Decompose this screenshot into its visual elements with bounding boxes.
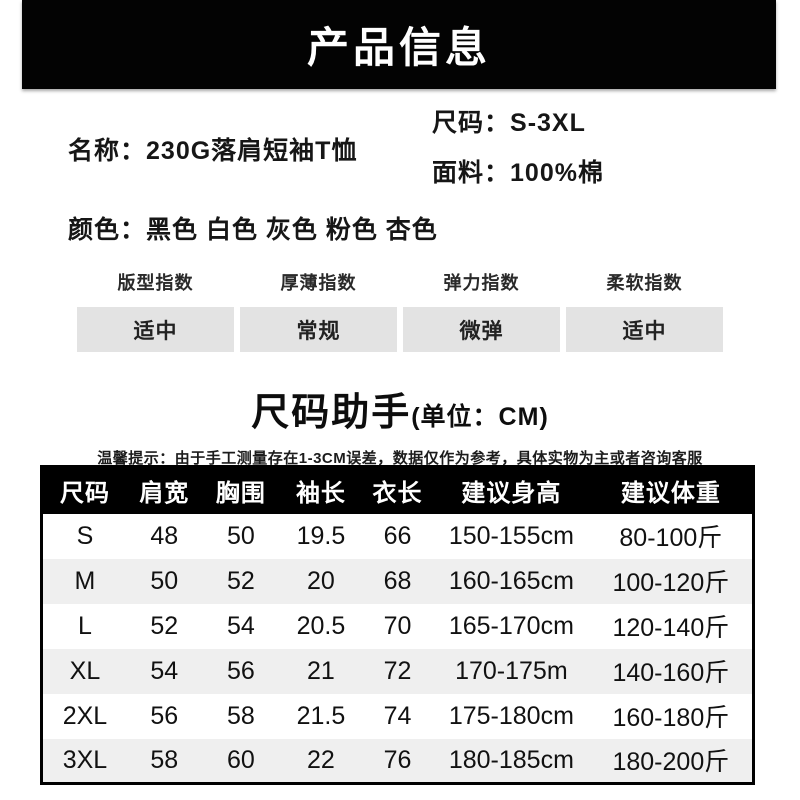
cell-length: 72 bbox=[383, 656, 412, 685]
cell-weight: 180-200斤 bbox=[612, 748, 730, 777]
cell-size: XL bbox=[69, 656, 101, 685]
cell-shoulder: 50 bbox=[150, 566, 179, 595]
product-fabric-line: 面料：100%棉 bbox=[432, 153, 604, 189]
column-header-shoulder: 肩宽 bbox=[126, 466, 202, 514]
cell-weight: 160-180斤 bbox=[612, 704, 730, 732]
product-name-label: 名称： bbox=[68, 137, 147, 165]
index-value: 适中 bbox=[566, 307, 723, 352]
page-title: 产品信息 bbox=[306, 24, 491, 71]
size-helper-unit: (单位：CM) bbox=[411, 403, 549, 431]
cell-sleeve: 20.5 bbox=[296, 611, 346, 640]
cell-chest: 56 bbox=[226, 656, 255, 685]
table-row-m: M 50 52 20 68 160-165cm 100-120斤 bbox=[41, 558, 754, 604]
cell-size: 3XL bbox=[62, 745, 108, 774]
cell-height: 165-170cm bbox=[448, 611, 574, 640]
cell-sleeve: 21.5 bbox=[296, 701, 346, 730]
header-bar: 产品信息 bbox=[22, 0, 776, 89]
product-fabric-label: 面料： bbox=[432, 159, 511, 187]
table-row-s: S 48 50 19.5 66 150-155cm 80-100斤 bbox=[41, 513, 754, 559]
index-item-fit: 版型指数 适中 bbox=[77, 269, 234, 352]
cell-chest: 52 bbox=[226, 566, 255, 595]
index-item-softness: 柔软指数 适中 bbox=[566, 269, 723, 352]
cell-weight: 100-120斤 bbox=[612, 569, 730, 597]
cell-sleeve: 21 bbox=[307, 656, 335, 685]
cell-length: 70 bbox=[383, 611, 412, 640]
index-value: 适中 bbox=[77, 307, 234, 352]
index-label: 弹力指数 bbox=[443, 273, 520, 293]
size-helper-title: 尺码助手 bbox=[251, 392, 412, 434]
cell-height: 170-175m bbox=[455, 656, 568, 685]
cell-weight: 80-100斤 bbox=[619, 524, 723, 552]
table-row-xl: XL 54 56 21 72 170-175m 140-160斤 bbox=[41, 648, 754, 694]
column-header-height: 建议身高 bbox=[433, 466, 590, 514]
product-name-line: 名称：230G落肩短袖T恤 bbox=[68, 131, 357, 167]
cell-length: 76 bbox=[383, 745, 412, 774]
cell-shoulder: 58 bbox=[150, 745, 179, 774]
cell-length: 68 bbox=[383, 566, 412, 595]
cell-chest: 50 bbox=[226, 521, 255, 550]
cell-height: 180-185cm bbox=[448, 745, 574, 774]
index-section: 版型指数 适中 厚薄指数 常规 弹力指数 微弹 柔软指数 适中 bbox=[77, 269, 723, 352]
cell-size: L bbox=[78, 611, 92, 640]
size-helper-tip: 温馨提示：由于手工测量存在1-3CM误差，数据仅作为参考，具体实物为主或者咨询客… bbox=[97, 450, 703, 467]
index-item-stretch: 弹力指数 微弹 bbox=[403, 269, 560, 352]
column-header-chest: 胸围 bbox=[201, 466, 280, 514]
cell-shoulder: 52 bbox=[150, 611, 179, 640]
index-value: 微弹 bbox=[403, 307, 560, 352]
table-row-l: L 52 54 20.5 70 165-170cm 120-140斤 bbox=[41, 603, 754, 649]
column-header-size: 尺码 bbox=[41, 466, 127, 514]
cell-weight: 140-160斤 bbox=[612, 659, 730, 687]
cell-sleeve: 19.5 bbox=[296, 521, 346, 550]
cell-shoulder: 54 bbox=[150, 656, 179, 685]
cell-sleeve: 20 bbox=[307, 566, 335, 595]
index-value: 常规 bbox=[240, 307, 397, 352]
size-helper-heading: 尺码助手(单位：CM) bbox=[0, 381, 800, 436]
cell-height: 175-180cm bbox=[448, 701, 574, 730]
column-header-sleeve: 袖长 bbox=[280, 466, 362, 514]
table-header-row: 尺码 肩宽 胸围 袖长 衣长 建议身高 建议体重 bbox=[41, 466, 754, 514]
product-color-value: 黑色 白色 灰色 粉色 杏色 bbox=[146, 216, 438, 244]
cell-chest: 60 bbox=[226, 745, 255, 774]
cell-shoulder: 56 bbox=[150, 701, 179, 730]
index-label: 版型指数 bbox=[117, 273, 194, 293]
cell-weight: 120-140斤 bbox=[612, 614, 730, 642]
cell-size: 2XL bbox=[62, 701, 108, 730]
cell-height: 150-155cm bbox=[448, 521, 574, 550]
cell-length: 74 bbox=[383, 701, 412, 730]
cell-height: 160-165cm bbox=[448, 566, 574, 595]
product-fabric-value: 100%棉 bbox=[510, 159, 604, 187]
table-row-2xl: 2XL 56 58 21.5 74 175-180cm 160-180斤 bbox=[41, 693, 754, 739]
index-item-thickness: 厚薄指数 常规 bbox=[240, 269, 397, 352]
cell-shoulder: 48 bbox=[150, 521, 179, 550]
product-size-value: S-3XL bbox=[510, 109, 586, 137]
product-name-value: 230G落肩短袖T恤 bbox=[146, 137, 358, 165]
column-header-weight: 建议体重 bbox=[589, 466, 754, 514]
size-helper-section: 尺码助手(单位：CM) 温馨提示：由于手工测量存在1-3CM误差，数据仅作为参考… bbox=[0, 381, 800, 468]
column-header-length: 衣长 bbox=[361, 466, 434, 514]
cell-size: M bbox=[74, 566, 96, 595]
cell-length: 66 bbox=[383, 521, 412, 550]
size-chart-table: 尺码 肩宽 胸围 袖长 衣长 建议身高 建议体重 S 48 50 19.5 66… bbox=[40, 465, 755, 785]
product-color-line: 颜色：黑色 白色 灰色 粉色 杏色 bbox=[68, 210, 438, 246]
product-size-line: 尺码：S-3XL bbox=[432, 103, 586, 139]
product-size-label: 尺码： bbox=[432, 109, 511, 137]
product-color-label: 颜色： bbox=[68, 216, 147, 244]
index-label: 柔软指数 bbox=[606, 273, 683, 293]
cell-sleeve: 22 bbox=[307, 745, 335, 774]
index-label: 厚薄指数 bbox=[280, 273, 357, 293]
cell-chest: 58 bbox=[226, 701, 255, 730]
table-row-3xl: 3XL 58 60 22 76 180-185cm 180-200斤 bbox=[41, 738, 754, 784]
cell-size: S bbox=[76, 521, 94, 550]
cell-chest: 54 bbox=[226, 611, 255, 640]
